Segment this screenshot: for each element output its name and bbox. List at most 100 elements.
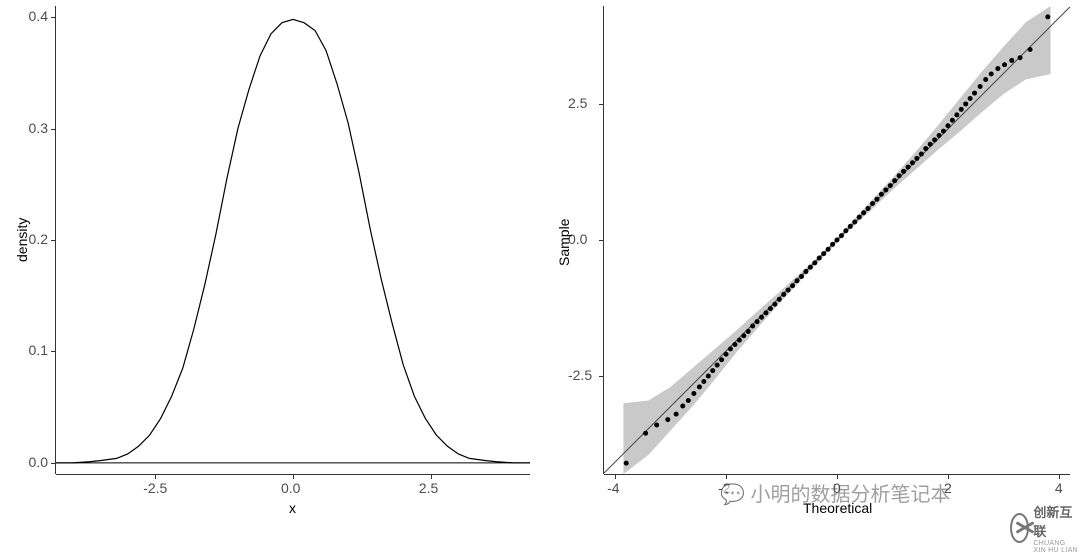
y-tick-label: 0.0 — [29, 454, 48, 470]
y-axis-title: Sample — [556, 219, 572, 266]
qq-point — [906, 165, 911, 170]
qq-point — [910, 160, 915, 165]
qq-point — [763, 310, 768, 315]
qq-point — [674, 412, 679, 417]
density-plot-svg — [56, 6, 530, 474]
chat-icon: 💬 — [720, 484, 745, 506]
qq-panel: -4-2024-2.50.02.5TheoreticalSample — [540, 0, 1080, 542]
qq-point — [755, 319, 760, 324]
y-tick-label: 0.4 — [29, 8, 48, 24]
qq-point — [768, 306, 773, 311]
y-axis-line — [55, 6, 56, 474]
qq-point — [852, 220, 857, 225]
x-tick-label: 0.0 — [281, 480, 300, 496]
x-axis-title: x — [289, 500, 296, 516]
density-panel: -2.5 0.0 2.5 0.0 0.1 0.2 0.3 0.4 x density — [0, 0, 540, 542]
qq-point — [786, 288, 791, 293]
qq-point — [870, 201, 875, 206]
qq-point — [790, 283, 795, 288]
y-tick-label: 0.1 — [29, 342, 48, 358]
qq-point — [803, 269, 808, 274]
qq-point — [624, 461, 629, 466]
y-axis-title: density — [14, 218, 30, 262]
qq-point — [879, 192, 884, 197]
x-tick-label: -4 — [607, 480, 619, 496]
y-tick-label: 0.3 — [29, 120, 48, 136]
qq-point — [928, 142, 933, 147]
qq-point — [1028, 47, 1033, 52]
qq-point — [777, 297, 782, 302]
watermark-label: 小明的数据分析笔记本 — [750, 484, 950, 506]
qq-point — [701, 379, 706, 384]
qq-point — [737, 338, 742, 343]
brand-name: 创新互联 — [1033, 502, 1080, 540]
y-tick-label: -2.5 — [568, 367, 592, 383]
qq-point — [1018, 55, 1023, 60]
qq-point — [741, 333, 746, 338]
brand-badge: 创新互联 CHUANG XIN HU LIAN — [1010, 502, 1080, 554]
qq-point — [995, 66, 1000, 71]
qq-point — [826, 247, 831, 252]
qq-point — [817, 255, 822, 260]
qq-point — [732, 342, 737, 347]
qq-point — [665, 417, 670, 422]
qq-point — [710, 368, 715, 373]
x-tick-label: -2.5 — [143, 480, 167, 496]
qq-point — [680, 403, 685, 408]
qq-point — [839, 233, 844, 238]
qq-point — [1045, 14, 1050, 19]
qq-point — [795, 278, 800, 283]
qq-point — [759, 315, 764, 320]
qq-point — [932, 137, 937, 142]
qq-point — [945, 123, 950, 128]
qq-point — [706, 374, 711, 379]
qq-point — [954, 112, 959, 117]
qq-point — [857, 215, 862, 220]
qq-point — [812, 260, 817, 265]
qq-point — [959, 107, 964, 112]
qq-point — [897, 173, 902, 178]
qq-point — [989, 72, 994, 77]
qq-point — [643, 431, 648, 436]
qq-point — [781, 292, 786, 297]
qq-point — [866, 206, 871, 211]
qq-point — [686, 398, 691, 403]
brand-logo-icon — [1010, 513, 1029, 543]
x-tick-label: 2.5 — [419, 480, 438, 496]
qq-point — [901, 169, 906, 174]
qq-point — [799, 274, 804, 279]
qq-point — [919, 152, 924, 157]
qq-point — [746, 329, 751, 334]
qq-point — [724, 352, 729, 357]
qq-point — [750, 323, 755, 328]
qq-point — [888, 183, 893, 188]
qq-point — [972, 91, 977, 96]
qq-point — [883, 187, 888, 192]
qq-point — [719, 357, 724, 362]
qq-point — [835, 238, 840, 243]
chart-panels: -2.50.02.50.00.10.20.30.4xdensity -4-202… — [0, 0, 1080, 542]
qq-point — [861, 210, 866, 215]
qq-point — [983, 77, 988, 82]
y-tick-label: 0.2 — [29, 231, 48, 247]
qq-point — [941, 129, 946, 134]
qq-point — [1009, 58, 1014, 63]
brand-sub: CHUANG XIN HU LIAN — [1033, 540, 1080, 554]
qq-point — [923, 146, 928, 151]
qq-point — [968, 96, 973, 101]
density-curve — [56, 19, 530, 462]
qq-plot-svg — [604, 6, 1070, 474]
y-tick-label: 2.5 — [568, 95, 587, 111]
x-axis-line — [56, 474, 530, 475]
qq-point — [728, 346, 733, 351]
qq-point — [874, 197, 879, 202]
qq-point — [937, 133, 942, 138]
watermark-text: 💬 小明的数据分析笔记本 — [720, 478, 950, 507]
x-tick-label: 4 — [1055, 480, 1063, 496]
y-axis-line — [603, 6, 604, 474]
qq-point — [772, 302, 777, 307]
qq-point — [691, 391, 696, 396]
qq-point — [830, 242, 835, 247]
x-axis-line — [604, 474, 1070, 475]
qq-point — [914, 156, 919, 161]
